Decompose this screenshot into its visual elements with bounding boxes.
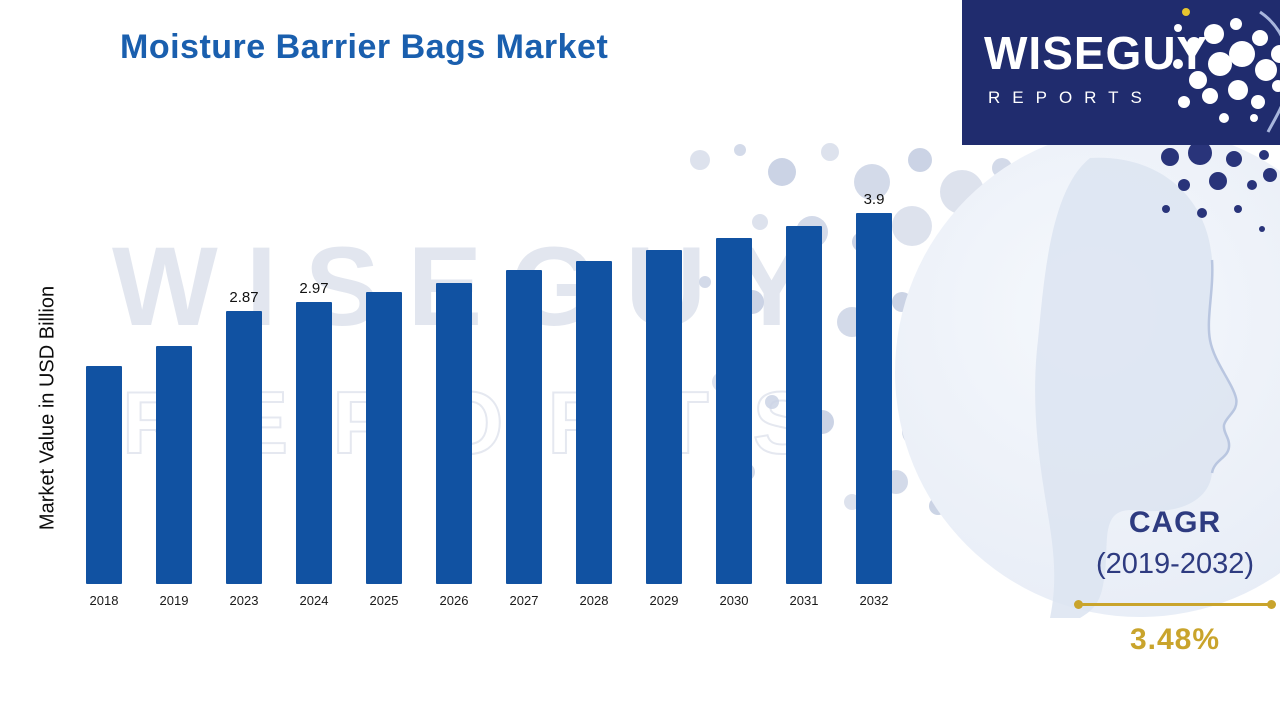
- bar: [366, 292, 402, 584]
- x-tick-label: 2019: [159, 593, 189, 608]
- bar-group: 2027: [502, 248, 546, 608]
- bar-value-label: 2.97: [299, 280, 329, 297]
- x-tick-label: 2023: [229, 593, 259, 608]
- bar: [156, 346, 192, 584]
- page-title: Moisture Barrier Bags Market: [120, 28, 609, 66]
- bar-group: 2030: [712, 216, 756, 608]
- halftone-transition-dots-icon: [1161, 145, 1277, 232]
- bar-group: 2.97 2024: [292, 280, 336, 608]
- bar-chart: 2018 2019 2.87 2023 2.97 2024 2025 2026 2027 2028…: [82, 190, 896, 608]
- bar: [646, 250, 682, 584]
- x-tick-label: 2032: [859, 593, 889, 608]
- x-tick-label: 2018: [89, 593, 119, 608]
- y-axis-label: Market Value in USD Billion: [36, 285, 59, 531]
- bar-group: 3.9 2032: [852, 191, 896, 608]
- x-tick-label: 2028: [579, 593, 609, 608]
- brand-logo-subtext: REPORTS: [988, 88, 1154, 107]
- bar-group: 2029: [642, 228, 686, 608]
- bar-group: 2031: [782, 204, 826, 608]
- bar-group: 2025: [362, 270, 406, 608]
- face-profile-icon: [1035, 157, 1238, 618]
- bar-group: 2018: [82, 344, 126, 608]
- x-tick-label: 2024: [299, 593, 329, 608]
- brand-logo-text: WISEGUY: [984, 27, 1209, 79]
- x-tick-label: 2026: [439, 593, 469, 608]
- bar-group: 2019: [152, 324, 196, 608]
- bar-group: 2.87 2023: [222, 289, 266, 608]
- cagr-block: CAGR (2019-2032) 3.48%: [1070, 506, 1280, 657]
- x-tick-label: 2031: [789, 593, 819, 608]
- bar-value-label: 2.87: [229, 289, 259, 306]
- logo-face-dots-icon: [1173, 8, 1280, 133]
- x-tick-label: 2030: [719, 593, 749, 608]
- bar: [506, 270, 542, 584]
- cagr-divider: [1074, 600, 1276, 609]
- bar: [786, 226, 822, 584]
- cagr-label: CAGR: [1128, 506, 1222, 539]
- bar-value-label: 3.9: [863, 191, 885, 208]
- cagr-value: 3.48%: [1129, 623, 1221, 656]
- x-tick-label: 2027: [509, 593, 539, 608]
- x-tick-label: 2029: [649, 593, 679, 608]
- bar-group: 2028: [572, 239, 616, 608]
- cagr-range: (2019-2032): [1096, 548, 1254, 580]
- bar: [296, 302, 332, 584]
- bar: [226, 311, 262, 584]
- x-tick-label: 2025: [369, 593, 399, 608]
- bar: [856, 213, 892, 584]
- bar: [86, 366, 122, 584]
- bar: [436, 283, 472, 584]
- bar: [576, 261, 612, 584]
- bar-group: 2026: [432, 261, 476, 608]
- bar: [716, 238, 752, 584]
